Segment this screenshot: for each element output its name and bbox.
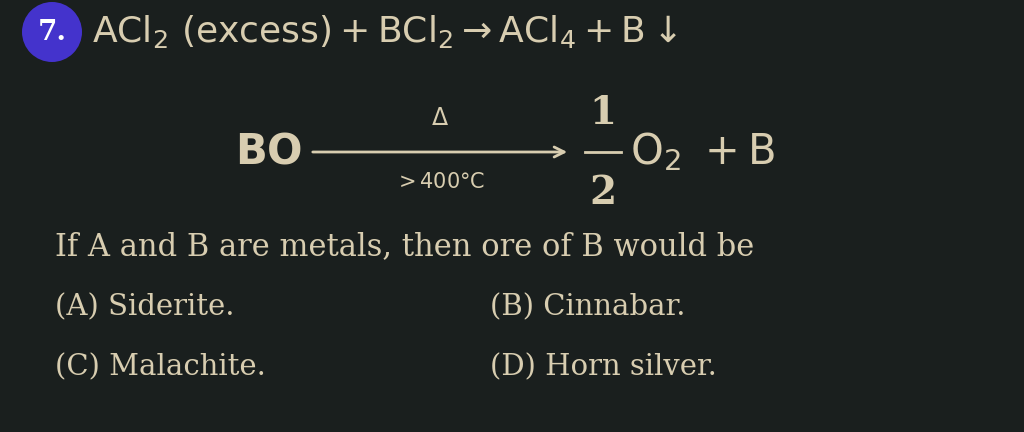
Text: $\mathrm{O_2\ + B}$: $\mathrm{O_2\ + B}$ (630, 130, 775, 174)
Text: $\Delta$: $\Delta$ (431, 107, 449, 130)
Text: If A and B are metals, then ore of B would be: If A and B are metals, then ore of B wou… (55, 232, 755, 263)
Text: $\mathrm{ACl_2\ (excess) + BCl_2 \rightarrow ACl_4 + B{\downarrow}}$: $\mathrm{ACl_2\ (excess) + BCl_2 \righta… (92, 13, 677, 51)
Text: 7.: 7. (38, 19, 67, 45)
Text: $>400°\mathrm{C}$: $>400°\mathrm{C}$ (394, 172, 485, 192)
Text: (B) Cinnabar.: (B) Cinnabar. (490, 293, 685, 321)
Text: (A) Siderite.: (A) Siderite. (55, 293, 234, 321)
Circle shape (22, 2, 82, 62)
Text: $\mathbf{BO}$: $\mathbf{BO}$ (234, 131, 302, 173)
Text: (C) Malachite.: (C) Malachite. (55, 353, 266, 381)
Text: (D) Horn silver.: (D) Horn silver. (490, 353, 717, 381)
Text: 1: 1 (590, 94, 616, 132)
Text: 2: 2 (590, 174, 616, 212)
